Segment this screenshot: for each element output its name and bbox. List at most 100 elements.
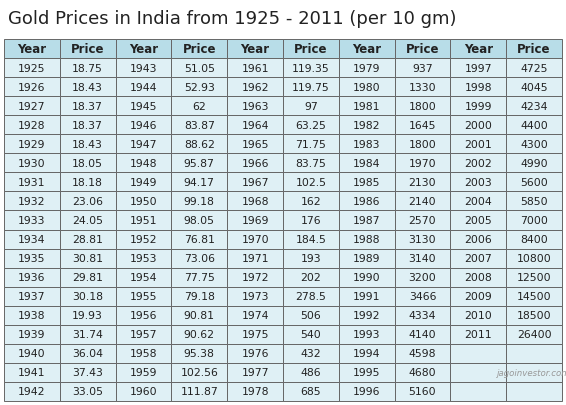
- Bar: [395, 268, 451, 287]
- Text: 1959: 1959: [130, 367, 157, 377]
- Bar: [60, 154, 115, 173]
- Bar: [60, 249, 115, 268]
- Bar: [506, 78, 562, 97]
- Bar: [171, 211, 227, 230]
- Bar: [395, 78, 451, 97]
- Text: 1967: 1967: [241, 177, 269, 188]
- Text: 36.04: 36.04: [72, 349, 103, 358]
- Bar: [339, 192, 395, 211]
- Bar: [115, 78, 171, 97]
- Bar: [395, 363, 451, 382]
- Text: 1953: 1953: [130, 254, 157, 264]
- Bar: [115, 268, 171, 287]
- Text: 1960: 1960: [130, 386, 157, 396]
- Bar: [339, 287, 395, 306]
- Text: 1961: 1961: [241, 64, 269, 73]
- Bar: [60, 116, 115, 135]
- Text: Year: Year: [352, 43, 381, 56]
- Bar: [171, 363, 227, 382]
- Bar: [4, 230, 60, 249]
- Bar: [227, 135, 283, 154]
- Text: 2009: 2009: [465, 292, 492, 301]
- Text: 18.75: 18.75: [72, 64, 103, 73]
- Text: 1976: 1976: [241, 349, 269, 358]
- Bar: [171, 78, 227, 97]
- Bar: [395, 154, 451, 173]
- Text: Year: Year: [129, 43, 158, 56]
- Bar: [60, 268, 115, 287]
- Text: Price: Price: [294, 43, 328, 56]
- Text: 102.56: 102.56: [181, 367, 218, 377]
- Bar: [60, 97, 115, 116]
- Text: 4045: 4045: [520, 83, 548, 92]
- Bar: [171, 135, 227, 154]
- Bar: [395, 135, 451, 154]
- Text: 14500: 14500: [517, 292, 551, 301]
- Bar: [283, 135, 339, 154]
- Bar: [60, 135, 115, 154]
- Text: 1991: 1991: [353, 292, 380, 301]
- Text: 52.93: 52.93: [184, 83, 215, 92]
- Bar: [339, 40, 395, 59]
- Text: 5850: 5850: [520, 196, 548, 207]
- Bar: [339, 344, 395, 363]
- Bar: [171, 97, 227, 116]
- Text: Price: Price: [406, 43, 439, 56]
- Bar: [115, 363, 171, 382]
- Text: 2008: 2008: [465, 273, 492, 282]
- Bar: [506, 192, 562, 211]
- Text: 1963: 1963: [241, 101, 269, 111]
- Bar: [171, 192, 227, 211]
- Text: 18.18: 18.18: [72, 177, 103, 188]
- Text: 79.18: 79.18: [184, 292, 215, 301]
- Bar: [171, 154, 227, 173]
- Bar: [115, 173, 171, 192]
- Text: 1958: 1958: [130, 349, 157, 358]
- Text: Price: Price: [183, 43, 216, 56]
- Bar: [227, 59, 283, 78]
- Text: 77.75: 77.75: [184, 273, 215, 282]
- Bar: [4, 363, 60, 382]
- Text: 7000: 7000: [520, 215, 548, 226]
- Text: 1970: 1970: [241, 234, 269, 245]
- Bar: [506, 211, 562, 230]
- Text: 2010: 2010: [465, 311, 492, 320]
- Text: 1947: 1947: [130, 139, 157, 149]
- Bar: [451, 325, 506, 344]
- Text: 1996: 1996: [353, 386, 380, 396]
- Bar: [506, 344, 562, 363]
- Bar: [171, 230, 227, 249]
- Text: 4990: 4990: [520, 158, 548, 168]
- Text: 1944: 1944: [130, 83, 157, 92]
- Bar: [395, 325, 451, 344]
- Bar: [506, 230, 562, 249]
- Bar: [339, 116, 395, 135]
- Bar: [506, 154, 562, 173]
- Text: 51.05: 51.05: [184, 64, 215, 73]
- Bar: [451, 192, 506, 211]
- Text: 90.81: 90.81: [184, 311, 215, 320]
- Bar: [60, 344, 115, 363]
- Bar: [506, 97, 562, 116]
- Text: 10800: 10800: [517, 254, 551, 264]
- Bar: [115, 230, 171, 249]
- Bar: [115, 325, 171, 344]
- Bar: [506, 173, 562, 192]
- Bar: [60, 382, 115, 401]
- Text: 1972: 1972: [241, 273, 269, 282]
- Text: 1940: 1940: [18, 349, 46, 358]
- Text: 1932: 1932: [18, 196, 46, 207]
- Bar: [451, 59, 506, 78]
- Bar: [339, 325, 395, 344]
- Text: 2570: 2570: [409, 215, 436, 226]
- Text: 19.93: 19.93: [72, 311, 103, 320]
- Text: Year: Year: [241, 43, 269, 56]
- Text: 1989: 1989: [353, 254, 380, 264]
- Text: 4234: 4234: [520, 101, 548, 111]
- Bar: [395, 40, 451, 59]
- Bar: [4, 192, 60, 211]
- Text: 1950: 1950: [130, 196, 157, 207]
- Bar: [4, 78, 60, 97]
- Bar: [227, 344, 283, 363]
- Text: 1928: 1928: [18, 120, 46, 130]
